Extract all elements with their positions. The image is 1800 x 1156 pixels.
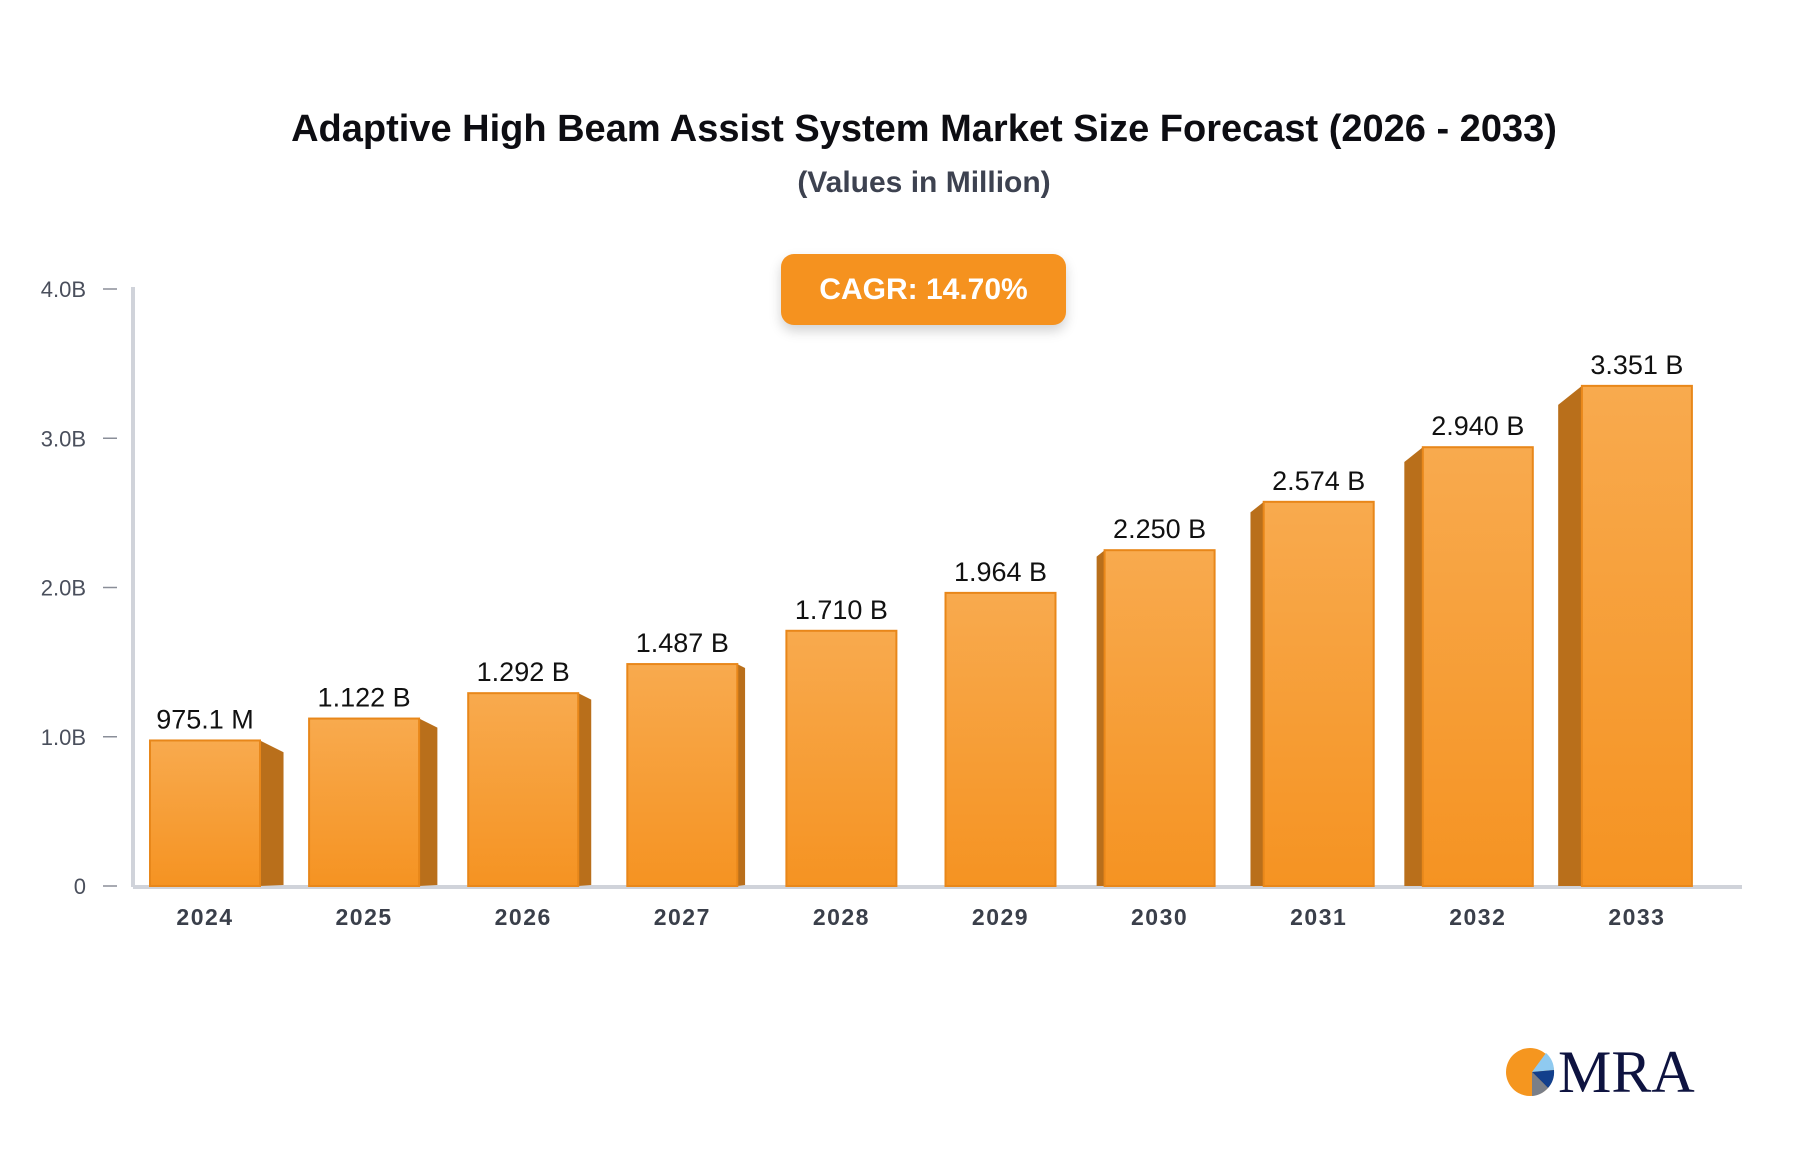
bar-group: 975.1 M 2024	[149, 704, 284, 930]
data-label: 1.487 B	[636, 628, 729, 658]
mra-logo: MRA	[1506, 1040, 1696, 1100]
bar	[944, 591, 1057, 887]
bar-group: 2.574 B 2031	[1250, 466, 1375, 930]
bar-side	[419, 718, 438, 886]
bar	[785, 629, 898, 887]
bar	[467, 692, 580, 887]
logo-pie-icon: MRA	[1506, 1040, 1695, 1100]
x-tick-label: 2030	[1131, 904, 1188, 930]
x-tick-label: 2025	[336, 904, 393, 930]
bar	[1262, 500, 1375, 887]
x-tick-label: 2032	[1449, 904, 1506, 930]
bar-group: 2.940 B 2032	[1404, 411, 1534, 930]
x-tick-label: 2027	[654, 904, 711, 930]
bar	[1103, 549, 1216, 887]
bar-group: 1.292 B 2026	[467, 657, 592, 930]
bar-side	[1250, 501, 1264, 886]
svg-text:MRA: MRA	[1558, 1040, 1695, 1100]
y-tick-label: 2.0B	[41, 576, 86, 601]
bar-group: 1.964 B 2029	[944, 557, 1057, 930]
x-tick-label: 2029	[972, 904, 1029, 930]
bar	[149, 739, 261, 887]
bar-side	[1096, 550, 1105, 886]
data-label: 1.964 B	[954, 557, 1047, 587]
bar	[1580, 384, 1693, 887]
bar	[1421, 446, 1534, 887]
cagr-badge: CAGR: 14.70%	[781, 254, 1066, 325]
data-label: 1.710 B	[795, 595, 888, 625]
x-tick-label: 2033	[1608, 904, 1665, 930]
y-tick-label: 1.0B	[41, 725, 86, 750]
x-tick-label: 2026	[495, 904, 552, 930]
bar-group: 1.710 B 2028	[785, 595, 898, 930]
bar-side	[578, 693, 592, 886]
bar-side	[1404, 447, 1423, 886]
x-tick-label: 2024	[176, 904, 233, 930]
chart-subtitle: (Values in Million)	[797, 166, 1051, 199]
bar-group: 2.250 B 2030	[1096, 514, 1216, 930]
y-tick-label: 3.0B	[41, 426, 86, 451]
data-label: 1.292 B	[477, 657, 570, 687]
bar-side	[260, 740, 284, 886]
bar-group: 1.122 B 2025	[308, 683, 438, 930]
x-tick-label: 2028	[813, 904, 870, 930]
data-label: 3.351 B	[1590, 350, 1683, 380]
bar-group: 1.487 B 2027	[626, 628, 746, 930]
data-label: 2.574 B	[1272, 466, 1365, 496]
y-tick-label: 4.0B	[41, 277, 86, 302]
data-label: 2.250 B	[1113, 514, 1206, 544]
y-tick-label: 0	[74, 874, 86, 899]
x-tick-label: 2031	[1290, 904, 1347, 930]
bar-side	[737, 664, 746, 886]
data-label: 975.1 M	[156, 704, 254, 734]
data-label: 1.122 B	[318, 683, 411, 713]
bar-group: 3.351 B 2033	[1558, 350, 1693, 930]
data-label: 2.940 B	[1431, 411, 1524, 441]
bar	[308, 717, 421, 887]
bar	[626, 663, 739, 887]
bar-side	[1558, 385, 1582, 886]
chart-title: Adaptive High Beam Assist System Market …	[291, 108, 1557, 150]
